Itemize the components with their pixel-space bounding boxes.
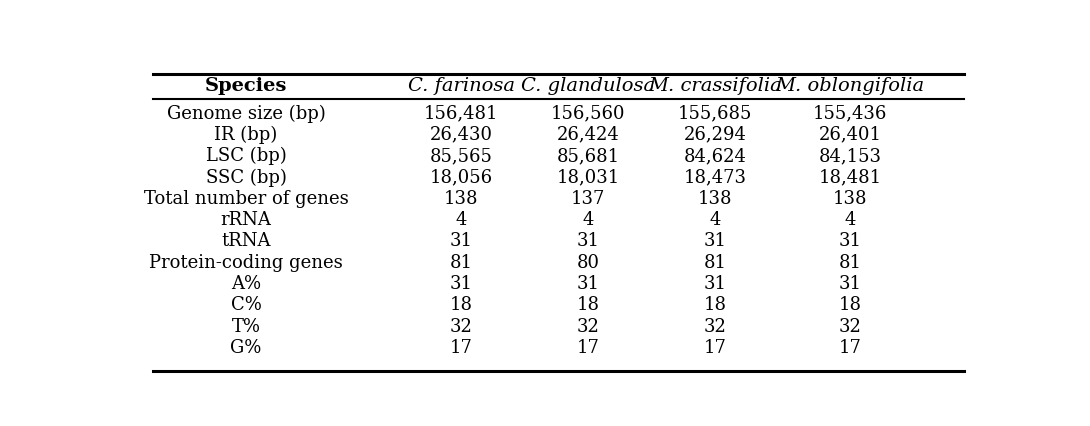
Text: 31: 31 — [838, 232, 861, 250]
Text: 31: 31 — [577, 275, 600, 293]
Text: 155,436: 155,436 — [813, 104, 887, 122]
Text: 84,624: 84,624 — [683, 147, 747, 165]
Text: 4: 4 — [845, 211, 856, 229]
Text: 81: 81 — [838, 254, 861, 272]
Text: C%: C% — [231, 296, 262, 314]
Text: 81: 81 — [450, 254, 473, 272]
Text: 137: 137 — [571, 190, 605, 208]
Text: 31: 31 — [450, 232, 473, 250]
Text: C. farinosa: C. farinosa — [408, 77, 514, 95]
Text: 26,430: 26,430 — [429, 126, 493, 144]
Text: 138: 138 — [445, 190, 479, 208]
Text: 17: 17 — [577, 339, 600, 357]
Text: SSC (bp): SSC (bp) — [206, 168, 287, 187]
Text: 18,031: 18,031 — [557, 168, 620, 187]
Text: 155,685: 155,685 — [678, 104, 752, 122]
Text: 32: 32 — [577, 318, 600, 336]
Text: 31: 31 — [703, 275, 726, 293]
Text: M. crassifolia: M. crassifolia — [649, 77, 782, 95]
Text: 26,294: 26,294 — [683, 126, 747, 144]
Text: 17: 17 — [838, 339, 861, 357]
Text: tRNA: tRNA — [221, 232, 270, 250]
Text: LSC (bp): LSC (bp) — [206, 147, 287, 165]
Text: IR (bp): IR (bp) — [215, 126, 278, 144]
Text: M. oblongifolia: M. oblongifolia — [775, 77, 924, 95]
Text: 4: 4 — [710, 211, 720, 229]
Text: Protein-coding genes: Protein-coding genes — [149, 254, 343, 272]
Text: 26,424: 26,424 — [557, 126, 619, 144]
Text: 81: 81 — [703, 254, 726, 272]
Text: 31: 31 — [450, 275, 473, 293]
Text: 17: 17 — [703, 339, 726, 357]
Text: 18,481: 18,481 — [819, 168, 882, 187]
Text: C. glandulosa: C. glandulosa — [521, 77, 655, 95]
Text: 18: 18 — [838, 296, 861, 314]
Text: 17: 17 — [450, 339, 473, 357]
Text: 138: 138 — [833, 190, 868, 208]
Text: 18: 18 — [577, 296, 600, 314]
Text: Species: Species — [205, 77, 288, 95]
Text: 31: 31 — [703, 232, 726, 250]
Text: 85,681: 85,681 — [557, 147, 620, 165]
Text: 80: 80 — [577, 254, 600, 272]
Text: 32: 32 — [703, 318, 726, 336]
Text: 31: 31 — [577, 232, 600, 250]
Text: 156,481: 156,481 — [424, 104, 499, 122]
Text: 32: 32 — [838, 318, 861, 336]
Text: 18,056: 18,056 — [429, 168, 493, 187]
Text: 138: 138 — [698, 190, 732, 208]
Text: 32: 32 — [450, 318, 473, 336]
Text: T%: T% — [231, 318, 261, 336]
Text: 84,153: 84,153 — [819, 147, 882, 165]
Text: 26,401: 26,401 — [819, 126, 882, 144]
Text: 4: 4 — [582, 211, 594, 229]
Text: 4: 4 — [456, 211, 468, 229]
Text: 18: 18 — [450, 296, 473, 314]
Text: rRNA: rRNA — [220, 211, 271, 229]
Text: Total number of genes: Total number of genes — [144, 190, 349, 208]
Text: 18,473: 18,473 — [683, 168, 747, 187]
Text: G%: G% — [230, 339, 262, 357]
Text: Genome size (bp): Genome size (bp) — [167, 104, 326, 123]
Text: 85,565: 85,565 — [431, 147, 493, 165]
Text: 31: 31 — [838, 275, 861, 293]
Text: A%: A% — [231, 275, 262, 293]
Text: 18: 18 — [703, 296, 726, 314]
Text: 156,560: 156,560 — [550, 104, 626, 122]
